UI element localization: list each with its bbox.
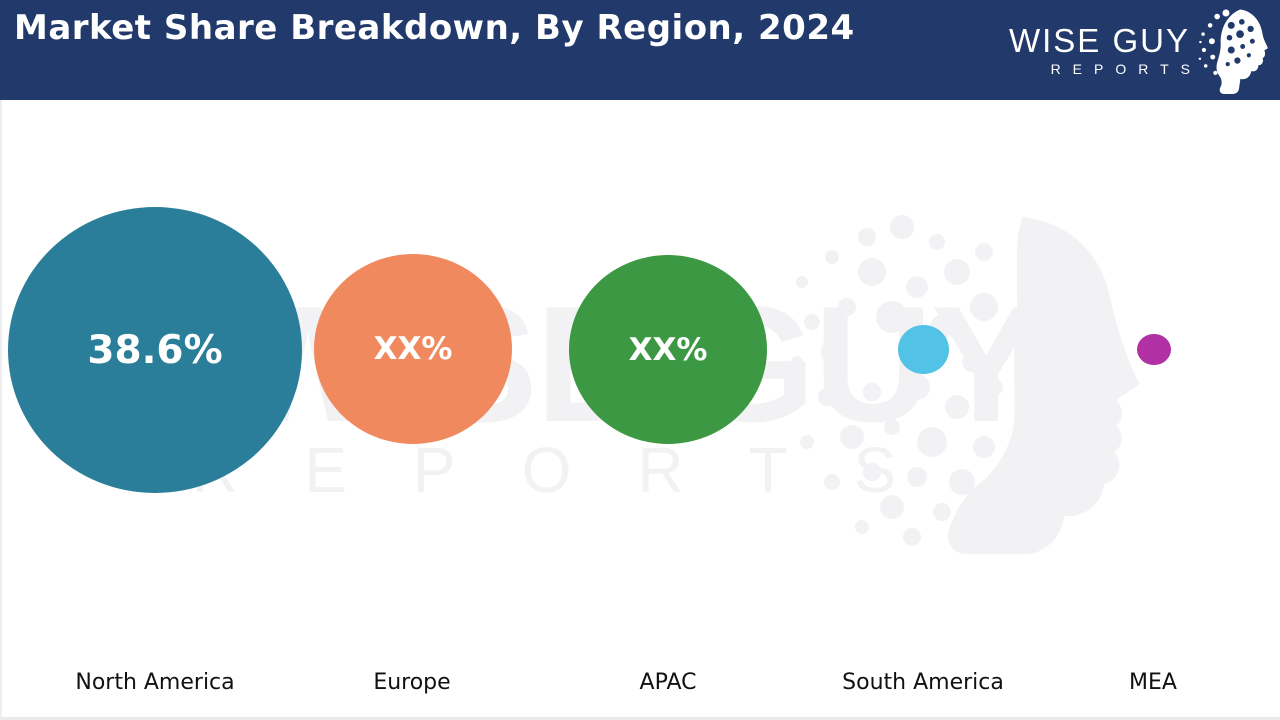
bubble-value-europe: XX% [373, 331, 453, 367]
bubble-value-apac: XX% [628, 331, 708, 368]
brand-head-icon [1198, 9, 1268, 94]
bubble-south-america [898, 325, 949, 374]
bubble-europe: XX% [314, 254, 512, 444]
brand-text: WISE GUY REPORTS [1008, 22, 1190, 77]
category-label-mea: MEA [1129, 670, 1177, 695]
category-label-apac: APAC [639, 670, 697, 695]
bubble-north-america: 38.6% [8, 207, 302, 493]
brand-wordmark: WISE GUY [1008, 22, 1190, 60]
category-label-europe: Europe [373, 670, 451, 695]
chart-area: WISE GUY REPORTS [0, 100, 1280, 720]
page-title: Market Share Breakdown, By Region, 2024 [14, 8, 855, 48]
watermark-head-icon [791, 215, 1140, 554]
brand-subtitle: REPORTS [1050, 60, 1202, 77]
bubble-value-north-america: 38.6% [87, 327, 223, 373]
brand-logo: WISE GUY REPORTS [1009, 6, 1272, 94]
bubble-apac: XX% [569, 255, 767, 444]
watermark-subtitle: REPORTS [192, 434, 963, 506]
bubble-mea [1137, 334, 1171, 365]
category-label-north-america: North America [75, 670, 235, 695]
category-label-south-america: South America [842, 670, 1004, 695]
header-bar: Market Share Breakdown, By Region, 2024 … [0, 0, 1280, 100]
